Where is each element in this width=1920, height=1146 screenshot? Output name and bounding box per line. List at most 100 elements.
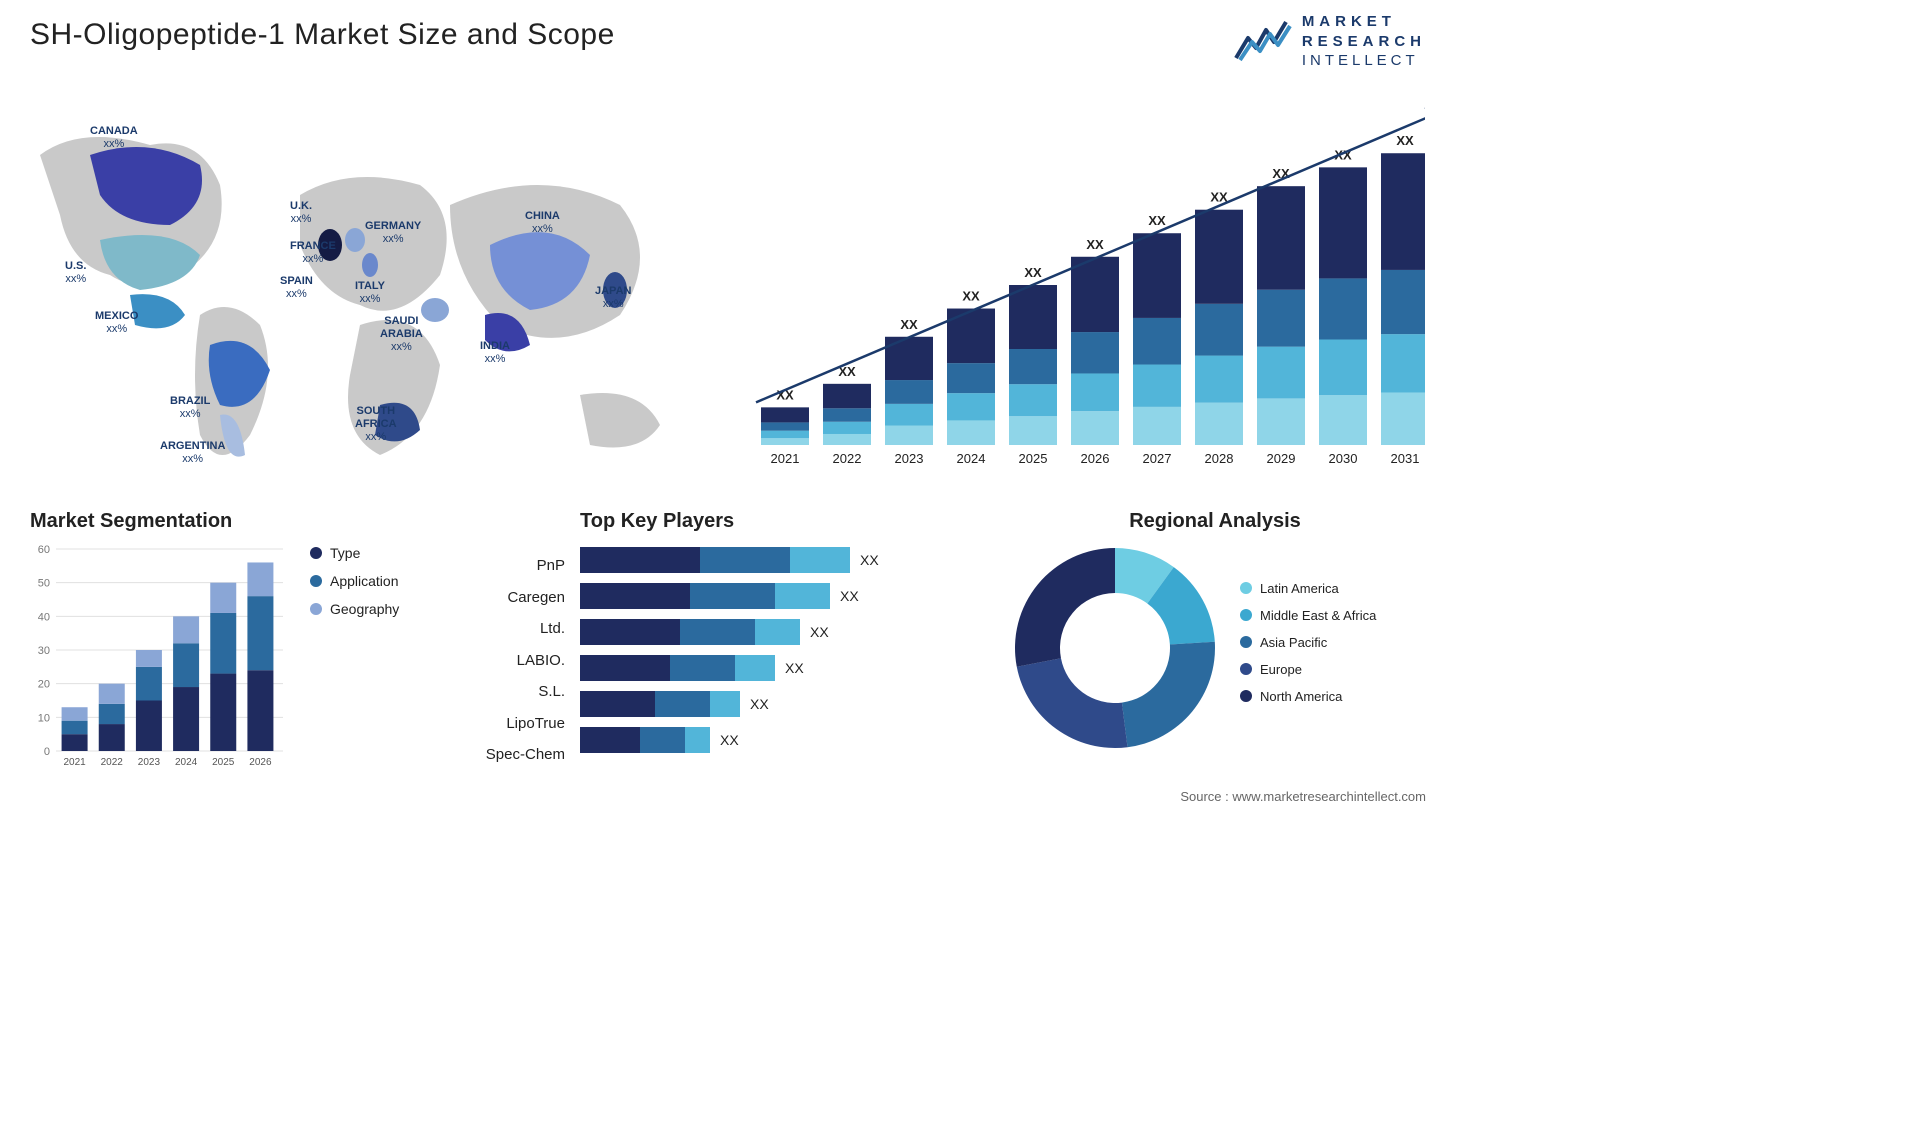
player-bar-label: XX — [720, 732, 739, 748]
svg-text:50: 50 — [38, 578, 50, 590]
player-bar-seg — [655, 691, 710, 717]
svg-text:2026: 2026 — [249, 757, 272, 768]
svg-text:40: 40 — [38, 611, 50, 623]
svg-text:10: 10 — [38, 712, 50, 724]
player-bar-seg — [580, 619, 680, 645]
brand-logo: MARKET RESEARCH INTELLECT — [1234, 12, 1426, 71]
player-bar-row: XX — [580, 691, 920, 717]
map-label: ITALYxx% — [355, 280, 385, 306]
map-label: GERMANYxx% — [365, 220, 421, 246]
player-bar-seg — [755, 619, 800, 645]
map-label: ARGENTINAxx% — [160, 440, 225, 466]
player-bar-seg — [685, 727, 710, 753]
player-name: LipoTrue — [465, 708, 565, 740]
legend-item: Latin America — [1240, 581, 1376, 596]
svg-text:2025: 2025 — [212, 757, 235, 768]
svg-text:2029: 2029 — [1267, 451, 1296, 466]
map-label: BRAZILxx% — [170, 395, 210, 421]
player-bar-seg — [580, 727, 640, 753]
player-bar-label: XX — [750, 696, 769, 712]
brand-logo-text: MARKET RESEARCH INTELLECT — [1302, 12, 1426, 71]
regional-title: Regional Analysis — [1010, 510, 1420, 533]
svg-text:2022: 2022 — [101, 757, 124, 768]
player-name: Spec-Chem — [465, 739, 565, 771]
svg-text:XX: XX — [1024, 265, 1042, 280]
svg-text:2028: 2028 — [1205, 451, 1234, 466]
brand-logo-line2: RESEARCH — [1302, 32, 1426, 52]
player-name: LABIO. — [465, 645, 565, 677]
player-name: Ltd. — [465, 613, 565, 645]
legend-item: Application — [310, 573, 399, 589]
player-bar-seg — [670, 655, 735, 681]
svg-text:2024: 2024 — [175, 757, 198, 768]
svg-text:XX: XX — [1086, 237, 1104, 252]
regional-legend: Latin AmericaMiddle East & AfricaAsia Pa… — [1240, 581, 1376, 716]
player-bar-row: XX — [580, 547, 920, 573]
player-bar-seg — [735, 655, 775, 681]
svg-text:2023: 2023 — [895, 451, 924, 466]
source-label: Source : www.marketresearchintellect.com — [1180, 789, 1426, 804]
svg-text:30: 30 — [38, 645, 50, 657]
player-bar-seg — [580, 583, 690, 609]
player-bar-seg — [775, 583, 830, 609]
regional-donut — [1010, 543, 1220, 753]
player-bar-label: XX — [810, 624, 829, 640]
svg-text:2027: 2027 — [1143, 451, 1172, 466]
map-label: FRANCExx% — [290, 240, 336, 266]
svg-text:60: 60 — [38, 544, 50, 556]
player-bar-row: XX — [580, 583, 920, 609]
map-label: CANADAxx% — [90, 125, 138, 151]
player-name: PnP — [465, 550, 565, 582]
players-bars: XXXXXXXXXXXX — [580, 547, 920, 767]
player-bar-row: XX — [580, 727, 920, 753]
map-label: JAPANxx% — [595, 285, 631, 311]
legend-item: Type — [310, 545, 399, 561]
page-title: SH-Oligopeptide-1 Market Size and Scope — [30, 18, 615, 52]
growth-chart: XX2021XX2022XX2023XX2024XX2025XX2026XX20… — [735, 95, 1425, 475]
map-label: U.S.xx% — [65, 260, 86, 286]
map-label: INDIAxx% — [480, 340, 510, 366]
player-bar-seg — [680, 619, 755, 645]
svg-text:XX: XX — [1396, 133, 1414, 148]
brand-logo-icon — [1234, 18, 1294, 64]
players-title: Top Key Players — [580, 510, 1000, 533]
svg-text:2025: 2025 — [1019, 451, 1048, 466]
player-name: Caregen — [465, 582, 565, 614]
map-label: MEXICOxx% — [95, 310, 138, 336]
svg-text:2022: 2022 — [833, 451, 862, 466]
legend-item: Asia Pacific — [1240, 635, 1376, 650]
map-label: SPAINxx% — [280, 275, 313, 301]
map-label: SOUTHAFRICAxx% — [355, 405, 397, 445]
segmentation-title: Market Segmentation — [30, 510, 560, 533]
regional-panel: Regional Analysis Latin AmericaMiddle Ea… — [1010, 510, 1420, 753]
brand-logo-line1: MARKET — [1302, 12, 1426, 32]
svg-text:XX: XX — [1148, 213, 1166, 228]
segmentation-legend: Type Application Geography — [310, 545, 399, 629]
player-bar-row: XX — [580, 619, 920, 645]
world-map: CANADAxx% U.S.xx% MEXICOxx% BRAZILxx% ARGENT… — [20, 95, 700, 495]
map-label: SAUDIARABIAxx% — [380, 315, 423, 355]
svg-text:2031: 2031 — [1391, 451, 1420, 466]
brand-logo-line3: INTELLECT — [1302, 51, 1426, 71]
player-bar-seg — [710, 691, 740, 717]
svg-text:2021: 2021 — [771, 451, 800, 466]
players-panel: Top Key Players PnPCaregenLtd.LABIO.S.L.… — [580, 510, 1000, 767]
player-bar-seg — [790, 547, 850, 573]
svg-text:XX: XX — [962, 289, 980, 304]
player-bar-seg — [580, 655, 670, 681]
player-bar-seg — [580, 547, 700, 573]
segmentation-chart: 0102030405060202120222023202420252026 — [30, 543, 285, 773]
legend-item: Geography — [310, 601, 399, 617]
legend-item: North America — [1240, 689, 1376, 704]
svg-text:2023: 2023 — [138, 757, 161, 768]
map-label: U.K.xx% — [290, 200, 312, 226]
player-name: S.L. — [465, 676, 565, 708]
map-label: CHINAxx% — [525, 210, 560, 236]
player-bar-seg — [580, 691, 655, 717]
svg-text:2030: 2030 — [1329, 451, 1358, 466]
svg-text:2021: 2021 — [63, 757, 86, 768]
svg-text:20: 20 — [38, 679, 50, 691]
svg-text:2024: 2024 — [957, 451, 986, 466]
player-bar-label: XX — [840, 588, 859, 604]
legend-item: Europe — [1240, 662, 1376, 677]
